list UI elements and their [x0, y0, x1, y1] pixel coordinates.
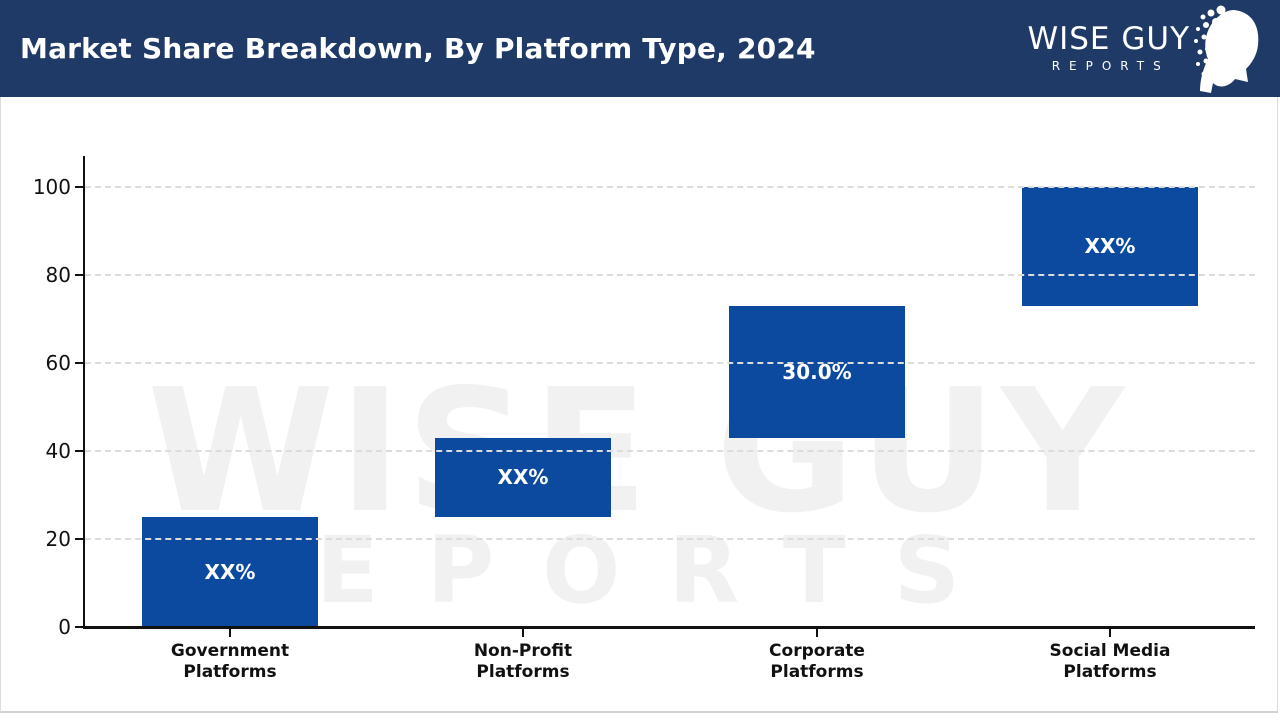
gridline: [85, 450, 1255, 452]
y-tick-mark: [75, 274, 85, 276]
brand-text: WISE GUY REPORTS: [1027, 21, 1190, 74]
y-axis-line: [83, 156, 85, 629]
y-tick-label: 40: [45, 439, 71, 463]
y-tick-mark: [75, 626, 85, 628]
brand-face-icon: [1194, 5, 1259, 93]
brand-logo: WISE GUY REPORTS: [1027, 5, 1268, 93]
bar-value-label: XX%: [497, 465, 549, 490]
x-tick-mark: [816, 629, 818, 637]
y-tick-label: 60: [45, 351, 71, 375]
y-tick-mark: [75, 186, 85, 188]
gridline: [85, 186, 1255, 188]
gridline: [85, 274, 1255, 276]
page-title: Market Share Breakdown, By Platform Type…: [20, 32, 816, 65]
brand-name: WISE GUY: [1027, 21, 1190, 57]
watermark-brand-text: WISE GUY: [147, 353, 1129, 551]
x-tick-mark: [229, 629, 231, 637]
bar-value-label: XX%: [204, 560, 256, 584]
y-tick-label: 100: [32, 175, 71, 199]
y-tick-label: 0: [58, 615, 71, 639]
y-tick-mark: [75, 450, 85, 452]
x-tick-mark: [522, 629, 524, 637]
x-category-label-non-profit: Non-Profit Platforms: [473, 641, 573, 682]
bar-corporate-platforms: 30.0%: [729, 305, 905, 438]
y-tick-mark: [75, 362, 85, 364]
bar-value-label: XX%: [1084, 234, 1136, 259]
bar-government-platforms: XX%: [142, 517, 318, 627]
header: Market Share Breakdown, By Platform Type…: [0, 0, 1280, 97]
gridline: [85, 362, 1255, 364]
brand-sub: REPORTS: [1051, 59, 1170, 73]
x-category-label-corporate: Corporate Platforms: [769, 641, 865, 682]
x-axis-line: [83, 626, 1255, 629]
x-category-label-social-media: Social Media Platforms: [1049, 641, 1171, 682]
x-category-label-government: Government Platforms: [170, 641, 290, 682]
y-tick-label: 80: [45, 263, 71, 287]
y-tick-label: 20: [45, 527, 71, 551]
bar-social-media-platforms: XX%: [1022, 187, 1198, 306]
gridline: [85, 538, 1255, 540]
x-tick-mark: [1109, 629, 1111, 637]
y-tick-mark: [75, 538, 85, 540]
